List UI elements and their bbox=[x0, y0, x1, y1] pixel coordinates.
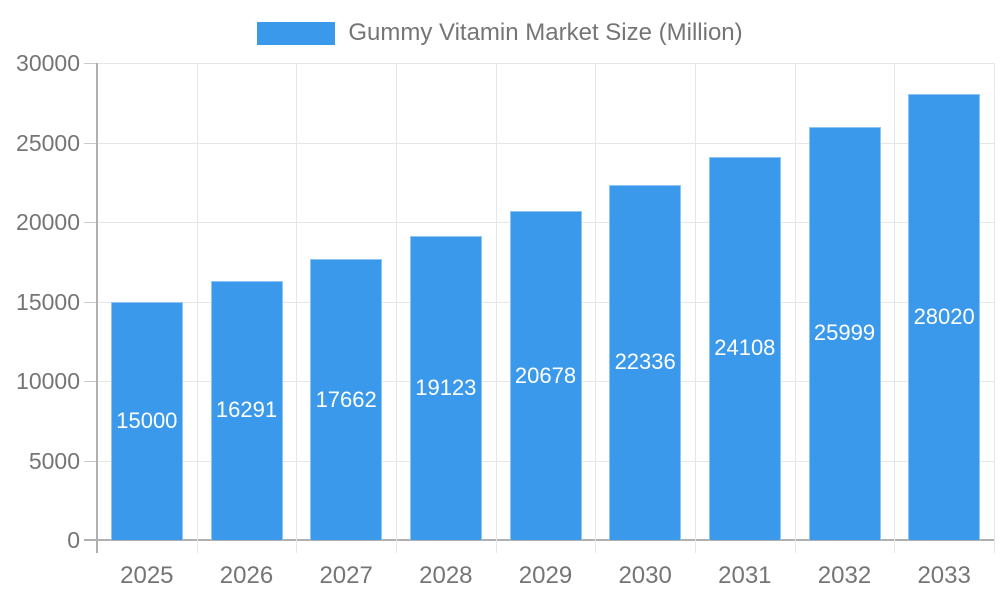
bar-value-label: 19123 bbox=[415, 374, 477, 400]
y-tick bbox=[84, 222, 97, 223]
x-gridline bbox=[296, 63, 298, 553]
x-axis-tick-label: 2026 bbox=[219, 562, 274, 589]
bar bbox=[509, 211, 582, 540]
x-gridline bbox=[994, 63, 995, 553]
y-gridline bbox=[97, 63, 994, 64]
x-axis-tick-label: 2030 bbox=[618, 562, 672, 589]
y-axis-tick-label: 15000 bbox=[16, 288, 80, 315]
y-tick bbox=[84, 142, 97, 144]
bar-value-label: 25999 bbox=[813, 320, 876, 346]
bar bbox=[310, 259, 383, 540]
y-axis-tick-label: 0 bbox=[67, 527, 80, 553]
bar bbox=[210, 280, 283, 540]
bar bbox=[409, 235, 482, 540]
y-tick bbox=[84, 63, 97, 64]
bar-value-label: 16291 bbox=[215, 397, 278, 423]
bar-value-label: 22336 bbox=[614, 349, 676, 375]
x-axis-tick-label: 2027 bbox=[319, 562, 373, 589]
x-gridline bbox=[894, 63, 896, 553]
bar bbox=[808, 126, 881, 540]
x-gridline bbox=[695, 63, 696, 553]
y-axis-tick-label: 10000 bbox=[16, 368, 80, 394]
y-axis-tick-label: 25000 bbox=[16, 129, 80, 156]
bar-value-label: 15000 bbox=[116, 407, 178, 433]
legend-label: Gummy Vitamin Market Size (Million) bbox=[348, 19, 743, 46]
x-gridline bbox=[495, 63, 497, 553]
chart-legend: Gummy Vitamin Market Size (Million) bbox=[0, 19, 1000, 47]
y-tick bbox=[84, 301, 97, 303]
y-axis-tick-label: 30000 bbox=[16, 50, 80, 76]
x-gridline bbox=[595, 63, 597, 553]
y-axis-line bbox=[96, 63, 98, 553]
x-gridline bbox=[794, 63, 796, 553]
y-axis-tick-label: 5000 bbox=[28, 447, 80, 474]
y-tick bbox=[84, 460, 97, 462]
bar bbox=[110, 301, 183, 540]
legend-swatch bbox=[257, 21, 336, 45]
bar bbox=[708, 156, 781, 540]
bar bbox=[609, 184, 682, 540]
x-axis-tick-label: 2032 bbox=[817, 562, 872, 589]
bar-value-label: 28020 bbox=[913, 304, 975, 330]
bar-value-label: 20678 bbox=[514, 362, 577, 388]
x-gridline bbox=[196, 63, 198, 553]
y-gridline bbox=[97, 142, 994, 144]
x-axis-tick-label: 2025 bbox=[120, 562, 174, 589]
bar-value-label: 17662 bbox=[315, 386, 377, 412]
x-axis-line bbox=[84, 539, 994, 541]
x-axis-tick-label: 2029 bbox=[518, 562, 573, 589]
x-gridline bbox=[396, 63, 397, 553]
y-axis-tick-label: 20000 bbox=[16, 209, 80, 235]
y-tick bbox=[84, 381, 97, 382]
x-axis-tick-label: 2031 bbox=[718, 562, 772, 589]
bar-value-label: 24108 bbox=[714, 335, 776, 361]
x-axis-tick-label: 2033 bbox=[917, 562, 971, 589]
bar bbox=[908, 94, 981, 540]
x-axis-tick-label: 2028 bbox=[419, 562, 473, 589]
